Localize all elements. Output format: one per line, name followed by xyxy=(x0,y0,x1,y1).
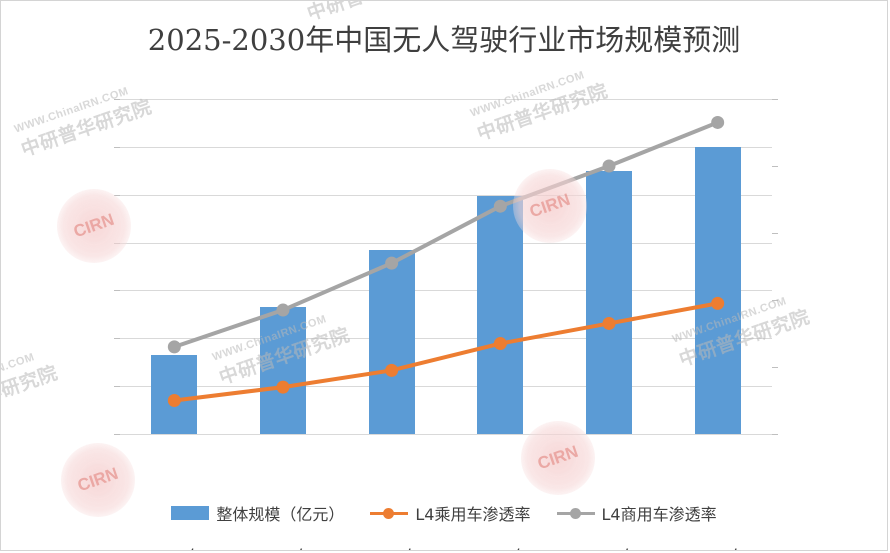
marker-L4商用车渗透率-2026年 xyxy=(276,303,290,317)
legend-swatch-line-icon xyxy=(556,506,595,520)
chart-title: 2025-2030年中国无人驾驶行业市场规模预测 xyxy=(147,23,741,57)
y2-axis-tick-mark xyxy=(772,99,778,100)
line-series-layer xyxy=(167,115,725,407)
gridline xyxy=(120,194,772,196)
gridline xyxy=(120,434,772,435)
y2-axis-tick-mark xyxy=(772,233,778,234)
y-axis-tick-mark xyxy=(114,99,120,100)
watermark-text: WWW.ChinaIRN.COM 中研普华研究院 xyxy=(1,342,61,428)
line-L4商用车渗透率 xyxy=(172,120,720,349)
gridline xyxy=(120,338,772,340)
bar-2026年 xyxy=(260,307,306,434)
bar-2027年 xyxy=(368,249,415,434)
legend-label: 整体规模（亿元） xyxy=(216,505,345,524)
y2-axis-tick-mark xyxy=(772,434,778,435)
legend-swatch-bar-icon xyxy=(171,506,210,520)
watermark-logo-text: CIRN xyxy=(535,441,581,474)
gridline xyxy=(120,242,772,244)
legend-item[interactable]: L4乘用车渗透率 xyxy=(370,501,531,525)
legend-item[interactable]: 整体规模（亿元） xyxy=(171,501,344,525)
x-axis-tick-label: 2026年 xyxy=(228,543,338,550)
y-axis-tick-mark xyxy=(114,146,120,148)
watermark-logo-text: CIRN xyxy=(75,463,121,496)
legend-item[interactable]: L4商用车渗透率 xyxy=(556,501,717,525)
y-axis-tick-mark xyxy=(114,290,120,292)
marker-L4乘用车渗透率-2028年 xyxy=(493,337,507,351)
watermark-text-en: WWW.ChinaIRN.COM xyxy=(1,351,37,402)
plot-area: 14,00012,00010,0008,0006,0004,0002,00001… xyxy=(114,99,778,550)
gridline xyxy=(120,146,772,148)
marker-L4商用车渗透率-2028年 xyxy=(493,199,507,213)
chart-legend: 整体规模（亿元） L4乘用车渗透率 L4商用车渗透率 xyxy=(1,501,887,525)
marker-L4乘用车渗透率-2025年 xyxy=(167,394,181,407)
gridline xyxy=(120,386,772,388)
watermark-text-cn: 中研普华研究院 xyxy=(1,361,61,428)
gridline xyxy=(120,99,772,100)
y-axis-tick-mark xyxy=(114,386,120,388)
y-axis-tick-mark xyxy=(114,434,120,435)
marker-L4乘用车渗透率-2029年 xyxy=(602,316,616,330)
x-axis-tick-label: 2028年 xyxy=(445,543,555,550)
legend-label: L4商用车渗透率 xyxy=(601,505,717,524)
marker-L4乘用车渗透率-2030年 xyxy=(711,296,725,310)
x-axis-tick-label: 2030年 xyxy=(663,543,773,550)
x-axis-tick-label: 2027年 xyxy=(337,543,447,550)
y2-axis-tick-mark xyxy=(772,300,778,301)
gridline xyxy=(120,290,772,292)
watermark-text-en: WWW.ChinaIRN.COM xyxy=(12,85,131,136)
x-axis-tick-label: 2029年 xyxy=(554,543,664,550)
y-axis-tick-mark xyxy=(114,338,120,340)
bar-2029年 xyxy=(586,170,632,434)
bar-2030年 xyxy=(694,146,741,434)
x-axis-tick-label: 2025年 xyxy=(119,543,229,550)
y2-axis-tick-mark xyxy=(772,166,778,167)
line-L4乘用车渗透率 xyxy=(172,301,720,403)
marker-L4商用车渗透率-2029年 xyxy=(602,159,616,173)
marker-L4商用车渗透率-2030年 xyxy=(711,115,725,129)
marker-L4商用车渗透率-2027年 xyxy=(385,256,399,270)
marker-L4乘用车渗透率-2027年 xyxy=(385,363,399,377)
marker-L4乘用车渗透率-2026年 xyxy=(276,380,290,394)
y2-axis-tick-mark xyxy=(772,367,778,368)
legend-label: L4乘用车渗透率 xyxy=(415,505,531,524)
marker-L4商用车渗透率-2025年 xyxy=(167,340,181,354)
legend-swatch-line-icon xyxy=(370,506,409,520)
